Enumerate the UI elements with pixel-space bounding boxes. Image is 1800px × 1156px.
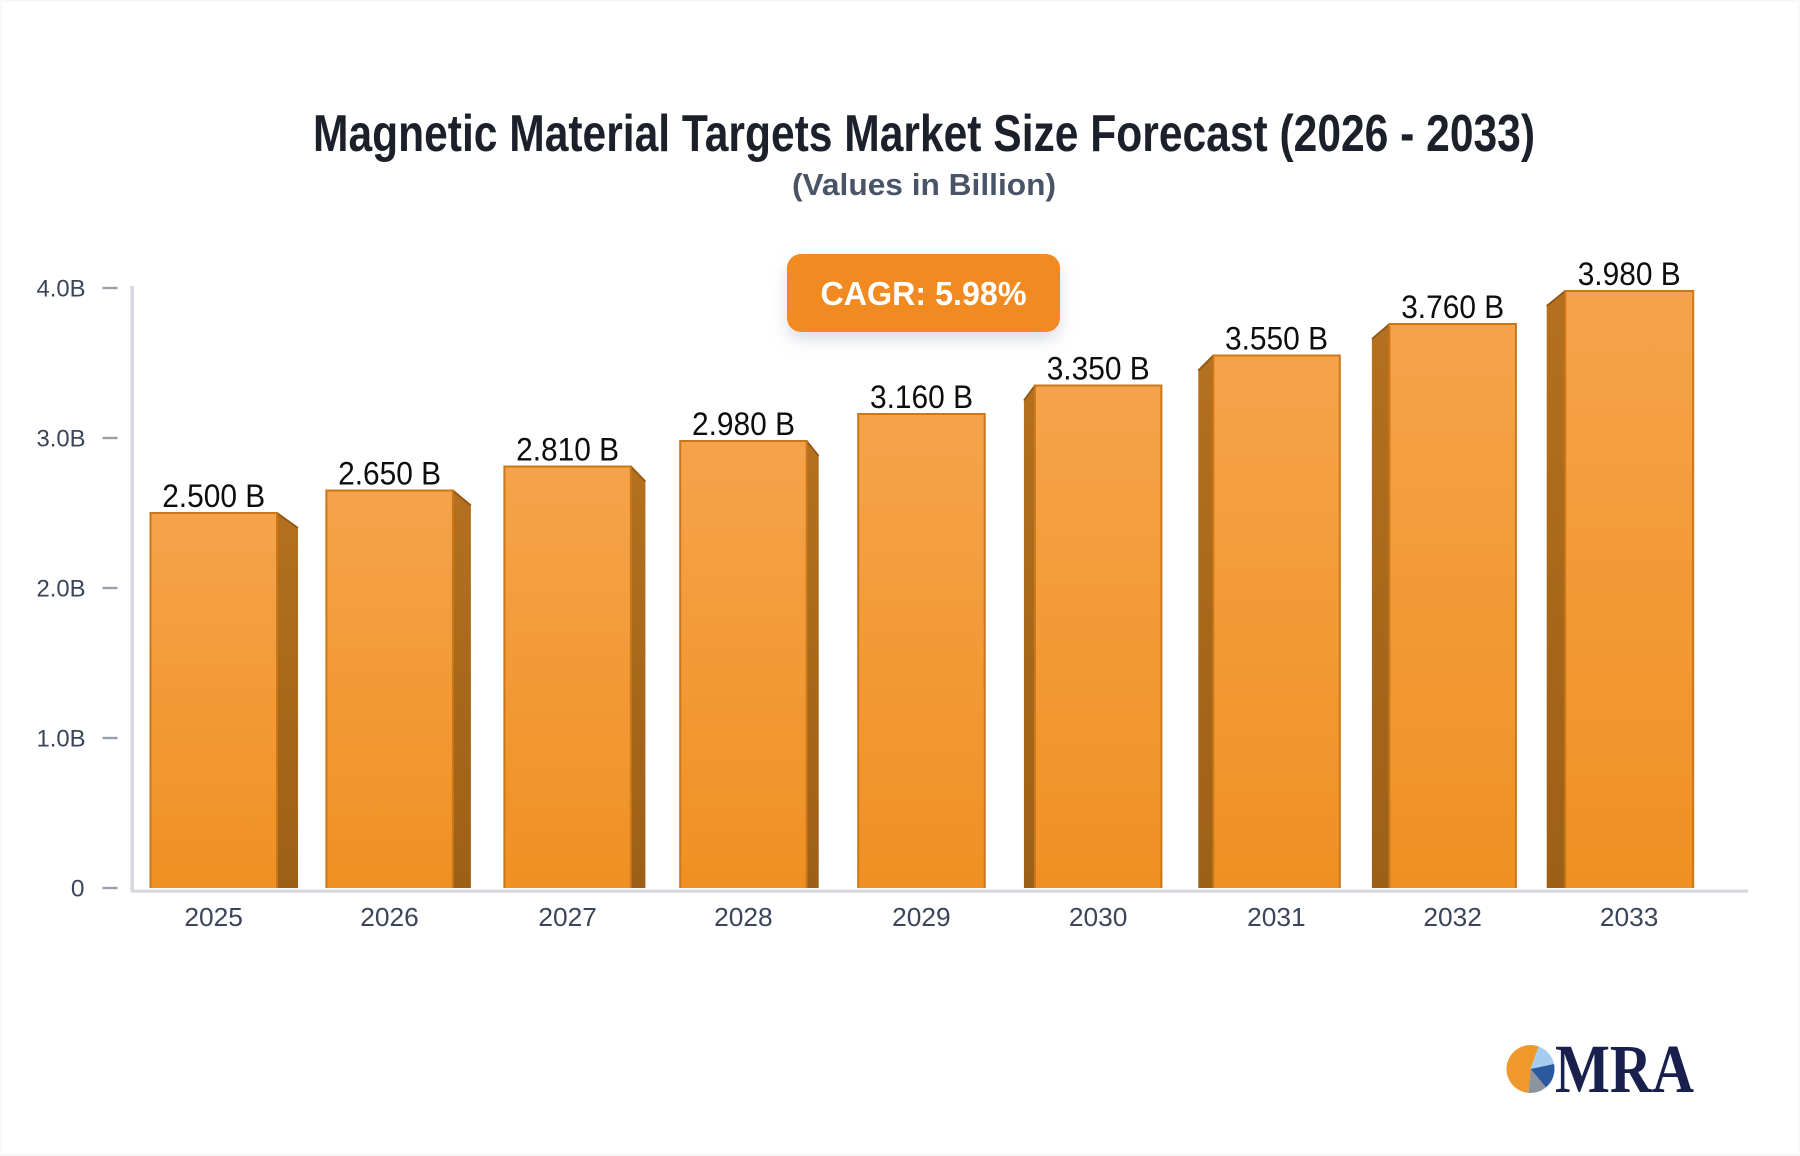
svg-text:0: 0 [71,876,85,903]
svg-text:MRA: MRA [1555,1031,1694,1107]
svg-text:3.350 B: 3.350 B [1047,351,1150,387]
svg-text:2029: 2029 [892,904,951,932]
svg-text:Magnetic Material Targets Mark: Magnetic Material Targets Market Size Fo… [313,105,1535,163]
svg-text:3.980 B: 3.980 B [1578,256,1681,292]
svg-text:2033: 2033 [1600,904,1659,932]
svg-text:4.0B: 4.0B [37,276,86,303]
svg-text:CAGR: 5.98%: CAGR: 5.98% [821,276,1027,313]
svg-text:3.0B: 3.0B [37,426,86,453]
svg-text:2032: 2032 [1423,904,1482,932]
svg-text:2.980 B: 2.980 B [692,406,795,442]
svg-text:2028: 2028 [714,904,773,932]
svg-text:2.810 B: 2.810 B [516,432,619,468]
svg-text:2030: 2030 [1069,904,1128,932]
svg-text:(Values in Billion): (Values in Billion) [792,167,1056,202]
svg-text:2026: 2026 [360,904,419,932]
svg-text:2027: 2027 [538,904,597,932]
svg-text:2.650 B: 2.650 B [338,456,441,492]
svg-text:3.760 B: 3.760 B [1401,289,1504,325]
svg-text:2031: 2031 [1247,904,1306,932]
svg-text:1.0B: 1.0B [37,726,86,753]
svg-text:3.550 B: 3.550 B [1225,321,1328,357]
svg-text:3.160 B: 3.160 B [870,379,973,415]
svg-text:2025: 2025 [184,904,243,932]
svg-text:2.500 B: 2.500 B [162,478,265,514]
svg-text:2.0B: 2.0B [37,576,86,603]
